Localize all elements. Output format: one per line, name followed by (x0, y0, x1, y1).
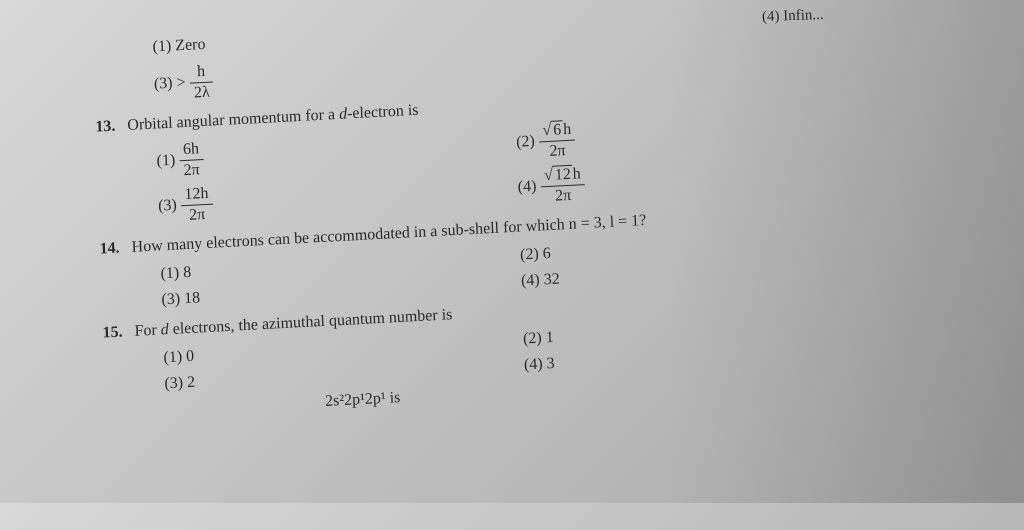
option-label: (2) (516, 133, 535, 151)
numerator: 6h (538, 122, 575, 143)
option-text: 3 (546, 355, 555, 372)
partial-text: 2s²2p¹2p¹ is (325, 389, 401, 411)
q13-option-3: (3) 12h 2π (158, 174, 439, 226)
q13-option-1: (1) 6h 2π (156, 129, 437, 181)
option-text: 6 (542, 245, 551, 262)
q14-option-3: (3) 18 (161, 277, 441, 310)
fraction: 12h 2π (540, 166, 586, 205)
q13-option-4: (4) 12h 2π (517, 166, 586, 207)
option-label: (1) (163, 348, 182, 366)
option-label: (3) (164, 374, 183, 392)
option-label: (1) (152, 38, 171, 56)
q14-option-4: (4) 32 (521, 271, 560, 291)
q15-option-2: (2) 1 (523, 329, 554, 349)
q12-option-3: (3) > h 2λ (153, 52, 434, 104)
numerator: 12h (180, 186, 213, 207)
option-label: (4) (517, 178, 536, 196)
numerator: 6h (179, 141, 204, 161)
option-text: Zero (175, 36, 206, 55)
question-number: 15. (102, 323, 123, 342)
fraction: 6h 2π (538, 122, 576, 161)
denominator: 2π (181, 205, 214, 225)
numerator: 12h (540, 166, 585, 187)
option-label: (3) (154, 75, 173, 93)
denominator: 2π (540, 185, 585, 205)
option-text: 8 (183, 264, 192, 281)
option-label: (3) (161, 290, 180, 308)
option-prefix: > (176, 74, 186, 91)
option-label: (1) (156, 152, 175, 170)
question-text: Orbital angular momentum for a d-electro… (127, 102, 419, 135)
fraction: 12h 2π (180, 186, 213, 225)
option-label: (2) (523, 330, 542, 348)
question-number: 13. (95, 118, 116, 137)
question-text: For d electrons, the azimuthal quantum n… (134, 306, 452, 341)
denominator: 2π (539, 141, 576, 161)
q15-option-4: (4) 3 (524, 355, 555, 375)
option-label: (3) (158, 197, 177, 215)
option-label: (4) (521, 272, 540, 290)
option-text: 32 (543, 271, 560, 289)
fraction: 6h 2π (179, 141, 204, 179)
q14-option-2: (2) 6 (520, 245, 551, 265)
page-content: (1) Zero (3) > h 2λ 13. Orbital angular … (0, 0, 1024, 530)
option-text: 2 (187, 374, 196, 391)
denominator: 2π (179, 160, 204, 179)
option-text: 18 (184, 289, 201, 307)
q12-option-1: (1) Zero (152, 24, 432, 57)
fraction: h 2λ (189, 63, 214, 101)
option-label: (4) (524, 356, 543, 374)
option-text: 0 (186, 348, 195, 365)
option-text: 1 (545, 329, 554, 346)
denominator: 2λ (190, 82, 214, 101)
numerator: h (189, 63, 213, 83)
question-number: 14. (99, 240, 120, 259)
q13-option-2: (2) 6h 2π (516, 122, 577, 162)
option-label: (2) (520, 246, 539, 264)
option-label: (1) (160, 264, 179, 282)
